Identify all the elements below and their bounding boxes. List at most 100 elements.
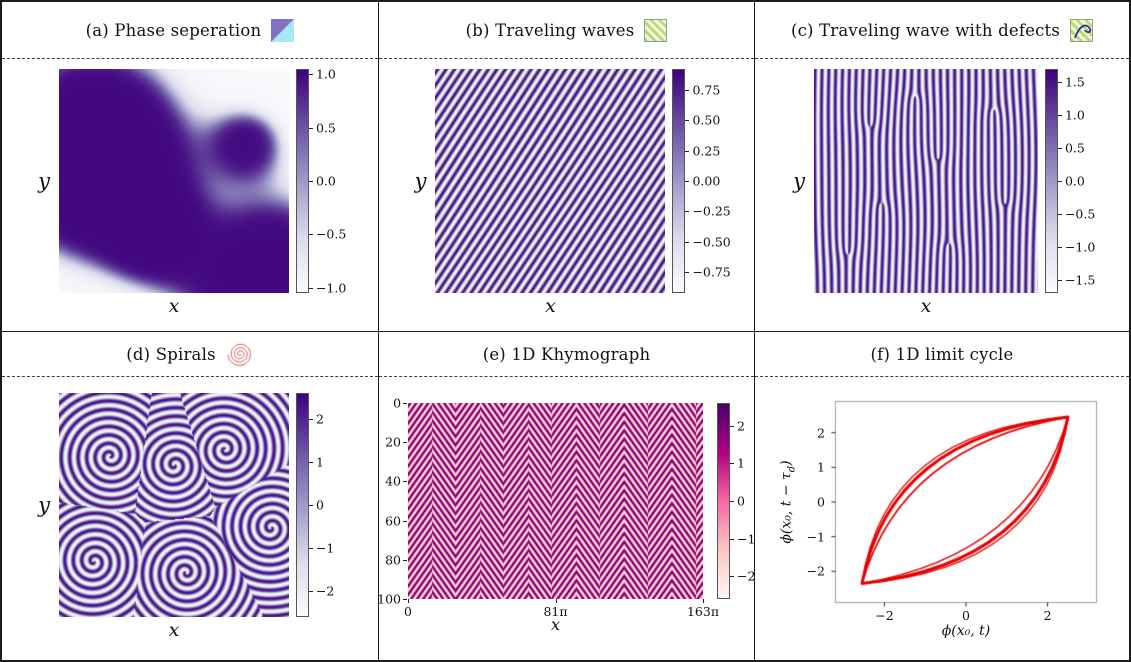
panel-e-kymograph bbox=[408, 403, 704, 599]
panel-d-heatmap bbox=[58, 393, 289, 617]
colorbar-tick-label: −1 bbox=[315, 540, 335, 556]
panel-f-header: (f) 1D limit cycle bbox=[755, 332, 1129, 377]
colorbar-tick-label: −2 bbox=[737, 568, 755, 584]
panel-e-header: (e) 1D Khymograph bbox=[379, 332, 754, 377]
colorbar-tick-label: −0.75 bbox=[692, 264, 731, 280]
panel-c-plot: y x 1.5 1.0 0.5 0.0 −0.5 −1.0 −1.5 bbox=[755, 59, 1129, 331]
x-axis-tick-label: 2 bbox=[1043, 608, 1052, 623]
colorbar-tick-label: 2 bbox=[737, 418, 745, 434]
panel-c-figure: x bbox=[813, 69, 1038, 317]
colorbar-tick-mark bbox=[685, 181, 690, 182]
t-axis-tick-label: 60 bbox=[385, 513, 402, 529]
x-axis-tick-mark bbox=[555, 599, 557, 603]
colorbar-tick-label: −0.25 bbox=[692, 203, 731, 219]
y-axis-tick-label: −2 bbox=[806, 563, 825, 579]
colorbar-tick-label: −1.0 bbox=[1064, 239, 1096, 255]
panel-c-colorbar: 1.5 1.0 0.5 0.0 −0.5 −1.0 −1.5 bbox=[1044, 69, 1095, 293]
colorbar-tick-mark bbox=[308, 505, 313, 506]
colorbar-tick-label: 1.0 bbox=[1064, 107, 1085, 123]
colorbar-tick-label: −2 bbox=[315, 583, 335, 599]
colorbar-tick-mark bbox=[730, 576, 735, 578]
colorbar-tick-mark bbox=[308, 591, 313, 593]
panel-f-x-axis-label: ϕ(x₀, t) bbox=[941, 623, 991, 639]
t-axis-tick-label: 20 bbox=[385, 434, 402, 450]
colorbar-tick-label: −1.5 bbox=[1064, 272, 1096, 288]
t-axis-tick-label: 80 bbox=[385, 552, 402, 568]
colorbar-tick-mark bbox=[308, 418, 313, 420]
panel-f-ylabel-pre: ϕ(x₀, t − τ bbox=[778, 472, 795, 544]
colorbar-tick-mark bbox=[308, 287, 313, 289]
colorbar-tick-label: −0.50 bbox=[692, 234, 731, 250]
colorbar-tick-mark bbox=[685, 211, 690, 213]
panel-f-axes-wrap: −2 0 2 2 1 0 −1 −2 bbox=[807, 397, 1101, 623]
colorbar-tick-label: 0.50 bbox=[692, 112, 721, 128]
panel-f: (f) 1D limit cycle ϕ(x₀, t − τd) −2 0 2 2 1 0… bbox=[755, 332, 1129, 660]
panel-a-colorbar: 1.0 0.5 0.0 −0.5 −1.0 bbox=[295, 66, 346, 295]
colorbar-tick-label: 0 bbox=[315, 497, 324, 513]
x-axis-tick-label: 163π bbox=[686, 604, 720, 619]
t-axis-tick-mark bbox=[403, 520, 408, 522]
panel-f-y-axis-label: ϕ(x₀, t − τd) bbox=[779, 397, 798, 607]
colorbar-tick-label: 0.5 bbox=[1064, 140, 1085, 156]
colorbar-tick-mark bbox=[730, 538, 735, 540]
panel-d: (d) Spirals y x 2 1 0 −1 −2 bbox=[2, 332, 379, 660]
panel-e: (e) 1D Khymograph t 020406080100081π163π… bbox=[379, 332, 755, 660]
t-axis-tick-label: 40 bbox=[385, 473, 402, 489]
colorbar-tick-mark bbox=[1057, 181, 1062, 182]
colorbar-gradient bbox=[295, 69, 309, 293]
panel-d-title: (d) Spirals bbox=[126, 344, 216, 364]
panel-b: (b) Traveling waves y x 0.75 0.50 0.25 0.00… bbox=[379, 2, 755, 332]
panel-f-y-axis-label-text: ϕ(x₀, t − τd) bbox=[779, 460, 798, 543]
colorbar-tick-mark bbox=[730, 425, 735, 427]
panel-b-y-axis-label: y bbox=[414, 169, 427, 193]
colorbar-tick-label: −0.5 bbox=[315, 226, 347, 242]
x-axis-tick-mark bbox=[408, 599, 410, 603]
panel-e-title: (e) 1D Khymograph bbox=[482, 344, 651, 364]
colorbar-tick-label: 0.0 bbox=[1064, 173, 1085, 189]
panel-c-title: (c) Traveling wave with defects bbox=[790, 20, 1061, 40]
panel-d-figure: x bbox=[58, 393, 289, 641]
colorbar-tick-label: 1.5 bbox=[1064, 74, 1085, 90]
y-axis-tick-label: −1 bbox=[806, 529, 825, 545]
panel-f-ylabel-post: ) bbox=[778, 460, 795, 466]
panel-b-header: (b) Traveling waves bbox=[379, 2, 754, 59]
panel-f-ylabel-sub: d bbox=[786, 465, 798, 473]
defect-wave-swatch-icon bbox=[1070, 18, 1094, 42]
panel-d-colorbar: 2 1 0 −1 −2 bbox=[295, 393, 342, 617]
colorbar-tick-label: −1.0 bbox=[315, 280, 347, 296]
panel-a-header: (a) Phase seperation bbox=[2, 2, 378, 59]
panel-b-plot: y x 0.75 0.50 0.25 0.00 −0.25 −0.50 −0.75 bbox=[379, 59, 754, 331]
defect-curve-icon bbox=[1074, 24, 1092, 38]
colorbar-tick-mark bbox=[1057, 246, 1062, 248]
colorbar-tick-label: 1 bbox=[315, 454, 324, 470]
t-axis-tick-mark bbox=[403, 403, 408, 404]
panel-b-colorbar: 0.75 0.50 0.25 0.00 −0.25 −0.50 −0.75 bbox=[672, 69, 731, 293]
y-axis-tick-label: 2 bbox=[817, 425, 825, 441]
colorbar-tick-label: 1.0 bbox=[315, 66, 336, 82]
colorbar-tick-mark bbox=[308, 548, 313, 550]
panel-a-plot: y x 1.0 0.5 0.0 −0.5 −1.0 bbox=[2, 59, 378, 331]
colorbar-tick-mark bbox=[308, 74, 313, 76]
colorbar-tick-label: 0.00 bbox=[692, 173, 721, 189]
colorbar-gradient bbox=[295, 393, 309, 617]
panel-d-header: (d) Spirals bbox=[2, 332, 378, 377]
panel-b-title: (b) Traveling waves bbox=[465, 20, 635, 40]
traveling-waves-swatch-icon bbox=[644, 18, 668, 42]
panel-b-figure: x bbox=[435, 69, 666, 317]
colorbar-tick-label: 0.5 bbox=[315, 120, 336, 136]
panel-f-limit-cycle-plot bbox=[831, 397, 1101, 607]
colorbar-tick-mark bbox=[1057, 148, 1062, 150]
colorbar-tick-mark bbox=[685, 89, 690, 91]
red-spiral-icon bbox=[225, 340, 254, 368]
panel-e-figure: 0 20 40 60 80 100 0 81π 163π x bbox=[379, 396, 719, 635]
colorbar-tick-mark bbox=[308, 234, 313, 236]
colorbar-tick-mark bbox=[308, 461, 313, 463]
x-axis-tick-label: −2 bbox=[875, 608, 894, 623]
colorbar-tick-mark bbox=[1057, 82, 1062, 84]
x-axis-tick-label: 0 bbox=[962, 608, 970, 623]
panel-b-heatmap bbox=[435, 69, 666, 293]
panel-d-plot: y x 2 1 0 −1 −2 bbox=[2, 377, 378, 660]
colorbar-tick-mark bbox=[1057, 213, 1062, 215]
